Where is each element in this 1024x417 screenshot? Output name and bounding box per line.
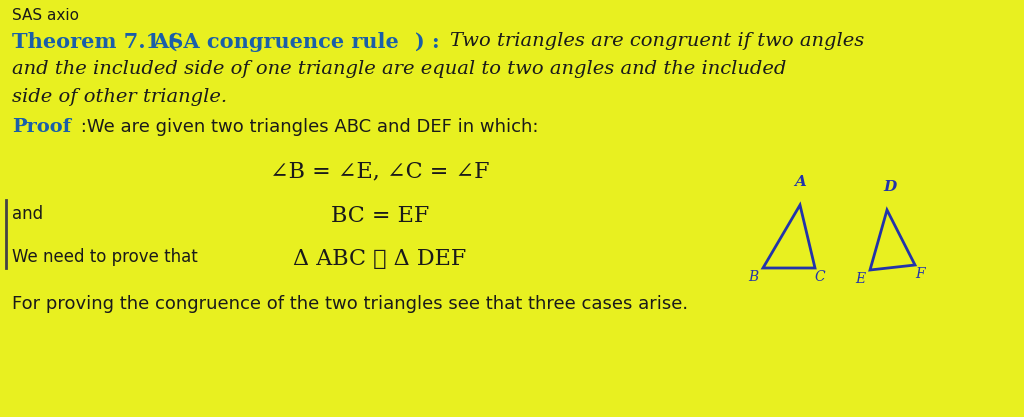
Text: :We are given two triangles ABC and DEF in which:: :We are given two triangles ABC and DEF … — [75, 118, 539, 136]
Text: Two triangles are congruent if two angles: Two triangles are congruent if two angle… — [450, 32, 864, 50]
Text: ∠B = ∠E, ∠C = ∠F: ∠B = ∠E, ∠C = ∠F — [270, 160, 489, 182]
Text: B: B — [748, 270, 758, 284]
Text: Theorem 7.1 (: Theorem 7.1 ( — [12, 32, 177, 52]
Text: C: C — [815, 270, 825, 284]
Text: BC = EF: BC = EF — [331, 205, 429, 227]
Text: and: and — [12, 205, 43, 223]
Text: For proving the congruence of the two triangles see that three cases arise.: For proving the congruence of the two tr… — [12, 295, 688, 313]
Text: Proof: Proof — [12, 118, 71, 136]
Text: side of other triangle.: side of other triangle. — [12, 88, 227, 106]
Text: A: A — [794, 175, 806, 189]
Text: D: D — [884, 180, 897, 194]
Text: F: F — [915, 267, 925, 281]
Text: SAS axio: SAS axio — [12, 8, 79, 23]
Text: We need to prove that: We need to prove that — [12, 248, 198, 266]
Text: Δ ABC ≅ Δ DEF: Δ ABC ≅ Δ DEF — [293, 248, 467, 270]
Text: E: E — [855, 272, 865, 286]
Text: ) :: ) : — [415, 32, 446, 52]
Text: and the included side of one triangle are equal to two angles and the included: and the included side of one triangle ar… — [12, 60, 786, 78]
Text: ASA congruence rule: ASA congruence rule — [152, 32, 398, 52]
